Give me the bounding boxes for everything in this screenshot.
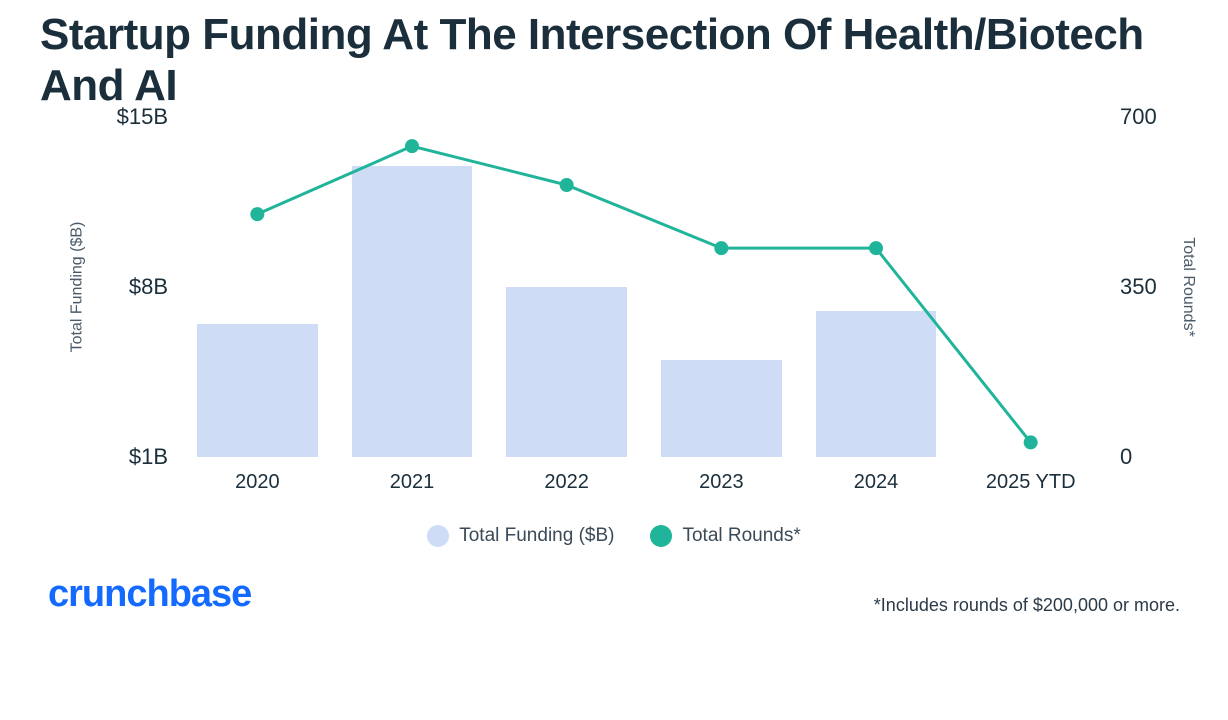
x-axis-label: 2023 [699,471,744,494]
bar-slot: 2021 [335,117,490,457]
legend-swatch-line-icon [650,525,672,547]
y-left-tick: $15B [117,104,168,130]
x-axis-label: 2025 YTD [986,471,1076,494]
y-right-tick: 350 [1120,274,1157,300]
bar [506,287,627,457]
chart-container: Startup Funding At The Intersection Of H… [0,0,1228,720]
bar-slot: 2024 [799,117,954,457]
legend: Total Funding ($B) Total Rounds* [40,525,1188,547]
bar-slot: 2023 [644,117,799,457]
y-left-axis-label: Total Funding ($B) [68,222,86,353]
footnote: *Includes rounds of $200,000 or more. [874,595,1180,616]
bar-slot: 2022 [489,117,644,457]
legend-label: Total Funding ($B) [459,525,614,547]
legend-swatch-bar-icon [427,525,449,547]
x-axis-label: 2022 [544,471,589,494]
y-right-axis-label: Total Rounds* [1179,237,1197,337]
bar-slot: 2025 YTD [953,117,1108,457]
chart-plot-wrap: Total Funding ($B) Total Rounds* 2020202… [40,117,1188,457]
y-right-tick: 700 [1120,104,1157,130]
y-right-tick: 0 [1120,444,1132,470]
x-axis-label: 2021 [390,471,435,494]
bars-layer: 202020212022202320242025 YTD [180,117,1108,457]
plot-area: 202020212022202320242025 YTD $1B$8B$15B0… [180,117,1108,457]
bar-slot: 2020 [180,117,335,457]
x-axis-label: 2024 [854,471,899,494]
legend-item: Total Funding ($B) [427,525,614,547]
legend-label: Total Rounds* [682,525,800,547]
footer: crunchbase *Includes rounds of $200,000 … [40,573,1188,616]
bar [661,360,782,457]
bar [816,311,937,457]
y-left-tick: $1B [129,444,168,470]
bar [352,166,473,457]
x-axis-label: 2020 [235,471,280,494]
brand-logo: crunchbase [48,573,251,616]
legend-item: Total Rounds* [650,525,800,547]
y-left-tick: $8B [129,274,168,300]
bar [197,324,318,458]
chart-title: Startup Funding At The Intersection Of H… [40,10,1188,111]
